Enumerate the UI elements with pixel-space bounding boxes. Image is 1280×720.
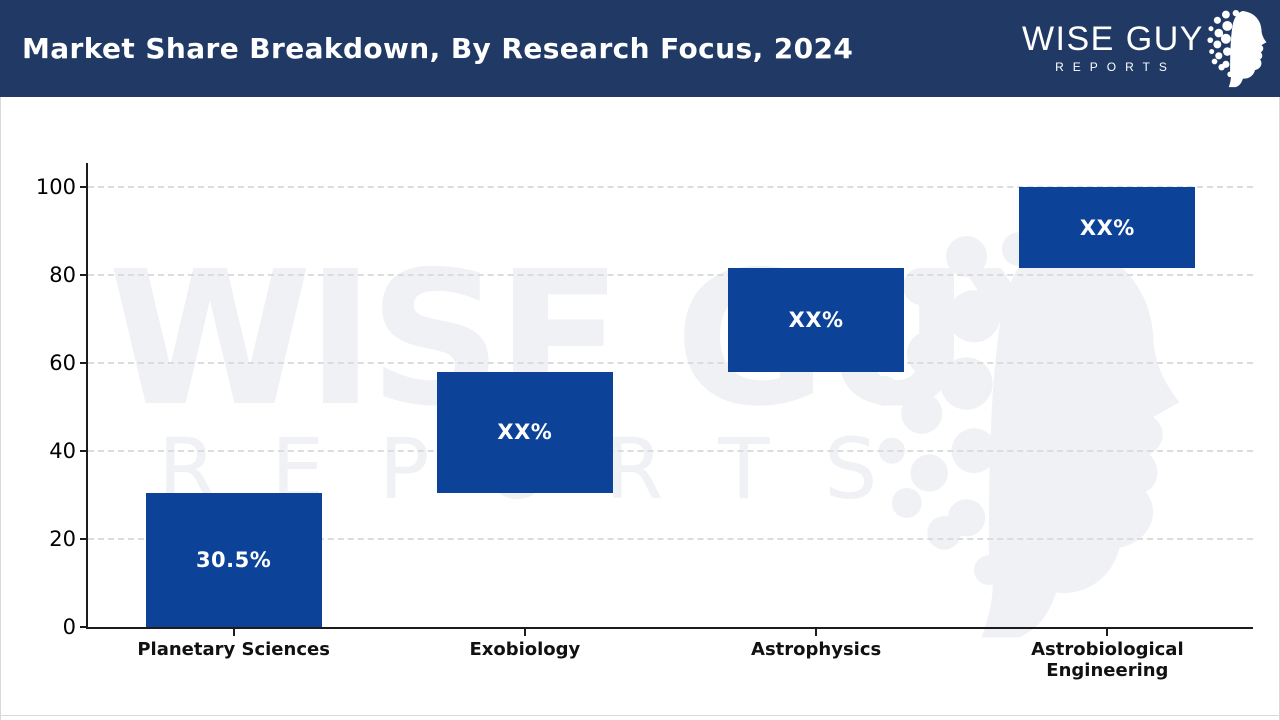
chart-region: WISE GUY R E P O R T S 02040608010030.5%… (0, 97, 1280, 720)
bar-astrobiological-engineering: XX% (1019, 187, 1196, 269)
brand-logo: WISE GUY REPORTS (1022, 7, 1270, 89)
x-tick-mark-astrophysics (815, 629, 818, 636)
logo-subtext: REPORTS (1055, 60, 1176, 75)
x-axis-label-astrobiological-engineering: Astrobiological Engineering (1031, 639, 1184, 682)
y-tick-mark-20 (80, 538, 87, 540)
page-border-bottom (0, 715, 1280, 716)
header-band: Market Share Breakdown, By Research Focu… (0, 0, 1280, 97)
plot-area: 0 20 40 60 80 100 30.5% Planetary Sciences XX% Ex… (0, 97, 1280, 720)
bar-planetary-sciences: 30.5% (145, 492, 322, 627)
y-tick-label-0: 0 (62, 615, 76, 639)
page-title: Market Share Breakdown, By Research Focu… (22, 32, 854, 65)
y-tick-label-100: 100 (35, 175, 76, 199)
bar-value-label-exobiology: XX% (497, 420, 553, 445)
brand-logo-text: WISE GUY REPORTS (1021, 19, 1204, 75)
bar-value-label-astrobiological-engineering: XX% (1079, 215, 1135, 240)
y-gridline-60 (88, 362, 1253, 364)
x-tick-mark-planetary-sciences (232, 629, 235, 636)
x-axis-label-exobiology: Exobiology (469, 639, 581, 660)
logo-head-icon (1207, 9, 1267, 88)
y-tick-label-40: 40 (49, 439, 76, 463)
bar-value-label-planetary-sciences: 30.5% (195, 547, 272, 572)
logo-wordmark: WISE GUY (1021, 19, 1204, 58)
y-axis-spine (86, 163, 88, 629)
y-tick-mark-100 (80, 186, 87, 188)
y-tick-mark-0 (80, 626, 87, 628)
page-border-left (0, 97, 1, 720)
y-gridline-20 (88, 538, 1253, 540)
x-tick-mark-astrobiological-engineering (1106, 629, 1109, 636)
y-tick-label-80: 80 (49, 263, 76, 287)
y-tick-mark-60 (80, 362, 87, 364)
x-axis-spine (86, 627, 1253, 629)
y-gridline-100 (88, 186, 1253, 188)
x-axis-label-planetary-sciences: Planetary Sciences (137, 639, 330, 660)
y-tick-mark-80 (80, 274, 87, 276)
y-tick-label-60: 60 (49, 351, 76, 375)
y-tick-mark-40 (80, 450, 87, 452)
bar-value-label-astrophysics: XX% (788, 308, 844, 333)
x-tick-mark-exobiology (523, 629, 526, 636)
x-axis-label-astrophysics: Astrophysics (751, 639, 882, 660)
y-gridline-80 (88, 274, 1253, 276)
y-gridline-40 (88, 450, 1253, 452)
bar-exobiology: XX% (436, 371, 613, 493)
y-tick-label-20: 20 (49, 527, 76, 551)
bar-astrophysics: XX% (728, 268, 905, 372)
